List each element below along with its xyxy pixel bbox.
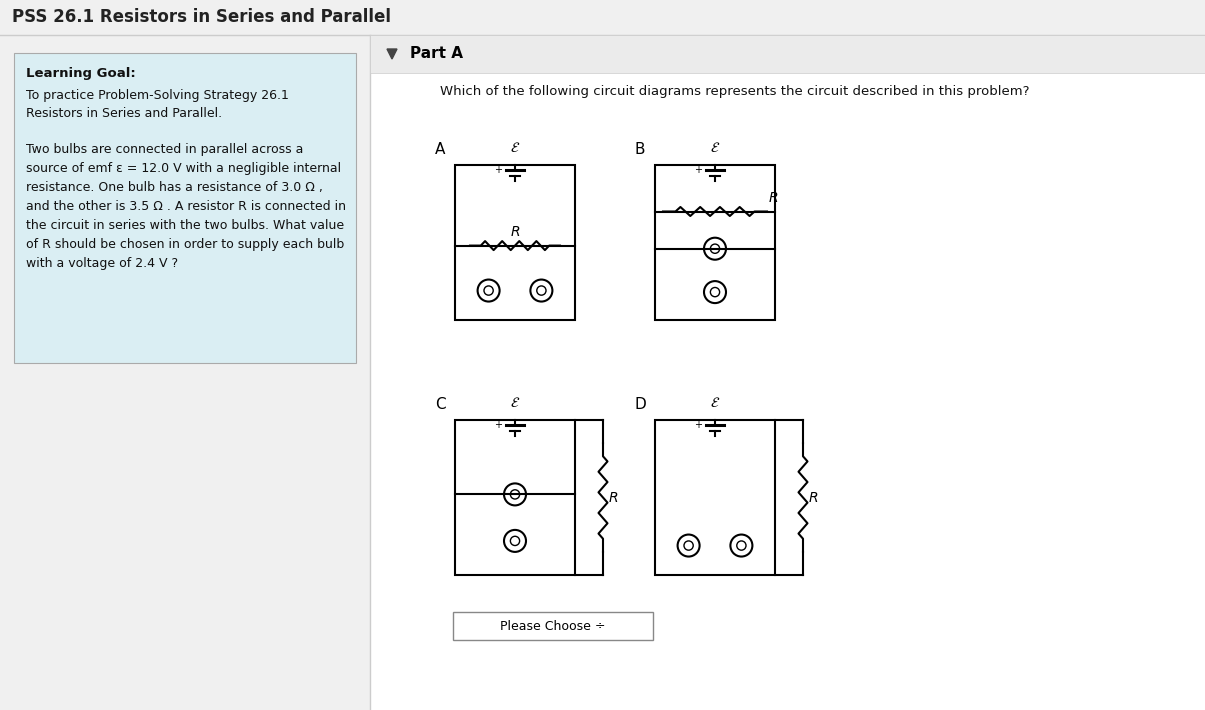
Bar — [656, 420, 775, 575]
Text: R: R — [510, 224, 519, 239]
Text: Learning Goal:: Learning Goal: — [27, 67, 136, 80]
Text: D: D — [635, 397, 647, 412]
Bar — [0, 35, 370, 710]
Bar — [370, 35, 1205, 710]
Text: +: + — [694, 165, 703, 175]
Text: +: + — [694, 420, 703, 430]
Circle shape — [477, 280, 500, 302]
Circle shape — [504, 530, 527, 552]
Circle shape — [530, 280, 552, 302]
Text: $\mathcal{E}$: $\mathcal{E}$ — [510, 396, 521, 410]
Text: A: A — [435, 142, 446, 157]
Bar — [0, 0, 1205, 35]
Circle shape — [736, 541, 746, 550]
Text: To practice Problem-Solving Strategy 26.1
Resistors in Series and Parallel.: To practice Problem-Solving Strategy 26.… — [27, 89, 289, 120]
Text: $\mathcal{E}$: $\mathcal{E}$ — [510, 141, 521, 155]
Text: PSS 26.1 Resistors in Series and Parallel: PSS 26.1 Resistors in Series and Paralle… — [12, 9, 390, 26]
Circle shape — [730, 535, 752, 557]
Text: R: R — [809, 491, 818, 505]
Text: Which of the following circuit diagrams represents the circuit described in this: Which of the following circuit diagrams … — [440, 85, 1029, 98]
Circle shape — [484, 286, 493, 295]
Text: C: C — [435, 397, 446, 412]
Polygon shape — [387, 49, 396, 59]
Text: R: R — [609, 491, 618, 505]
Text: Please Choose ÷: Please Choose ÷ — [500, 620, 606, 633]
Text: Two bulbs are connected in parallel across a
source of emf ε = 12.0 V with a neg: Two bulbs are connected in parallel acro… — [27, 143, 346, 270]
Circle shape — [677, 535, 700, 557]
Circle shape — [511, 490, 519, 499]
Circle shape — [511, 536, 519, 545]
Text: $\mathcal{E}$: $\mathcal{E}$ — [710, 141, 721, 155]
Text: B: B — [635, 142, 646, 157]
Text: R: R — [769, 190, 778, 204]
Text: Part A: Part A — [410, 46, 463, 62]
Bar — [370, 35, 1205, 73]
Bar — [656, 165, 775, 320]
Text: +: + — [494, 420, 502, 430]
Bar — [453, 612, 653, 640]
Circle shape — [536, 286, 546, 295]
Bar — [14, 53, 355, 363]
Circle shape — [684, 541, 693, 550]
Bar — [455, 420, 575, 575]
Text: $\mathcal{E}$: $\mathcal{E}$ — [710, 396, 721, 410]
Circle shape — [504, 484, 527, 506]
Circle shape — [711, 244, 719, 253]
Text: +: + — [494, 165, 502, 175]
Circle shape — [711, 288, 719, 297]
Circle shape — [704, 281, 725, 303]
Circle shape — [704, 238, 725, 260]
Bar — [455, 165, 575, 320]
